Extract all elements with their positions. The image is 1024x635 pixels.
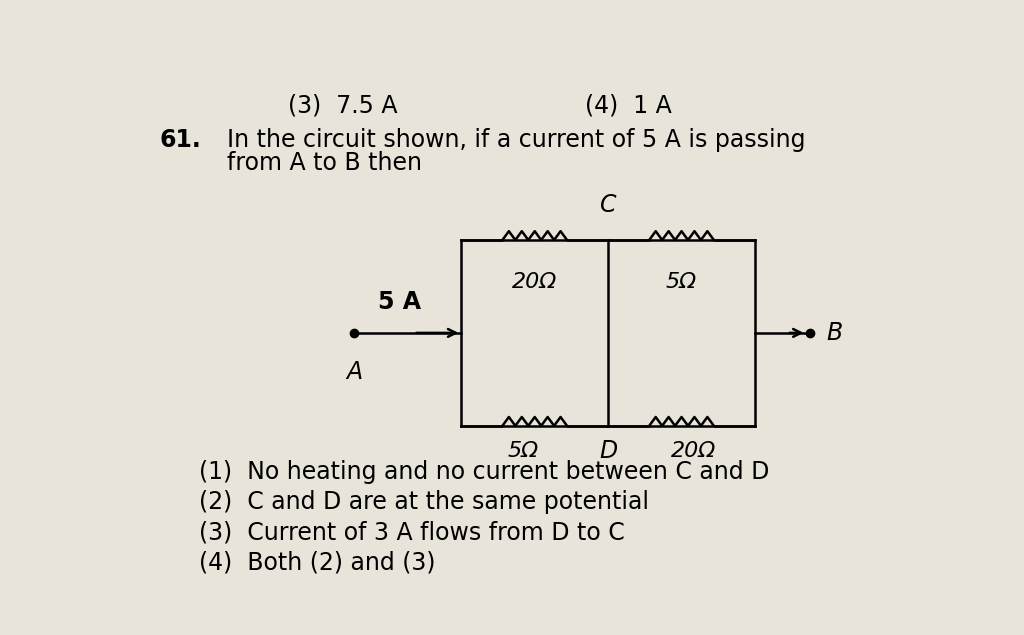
Text: 20Ω: 20Ω (671, 441, 716, 461)
Text: 5Ω: 5Ω (666, 272, 697, 291)
Text: 5Ω: 5Ω (507, 441, 539, 461)
Text: A: A (346, 360, 362, 384)
Text: B: B (826, 321, 843, 345)
Text: (2)  C and D are at the same potential: (2) C and D are at the same potential (200, 490, 649, 514)
Text: D: D (599, 439, 617, 463)
Text: (1)  No heating and no current between C and D: (1) No heating and no current between C … (200, 460, 770, 484)
Text: C: C (600, 192, 616, 217)
Text: 5 A: 5 A (378, 290, 421, 314)
Text: from A to B then: from A to B then (227, 150, 422, 175)
Text: (3)  Current of 3 A flows from D to C: (3) Current of 3 A flows from D to C (200, 521, 626, 545)
Text: 61.: 61. (160, 128, 202, 152)
Text: 20Ω: 20Ω (512, 272, 557, 291)
Text: In the circuit shown, if a current of 5 A is passing: In the circuit shown, if a current of 5 … (227, 128, 806, 152)
Text: (4)  1 A: (4) 1 A (585, 93, 672, 117)
Text: (4)  Both (2) and (3): (4) Both (2) and (3) (200, 551, 436, 575)
Text: (3)  7.5 A: (3) 7.5 A (288, 93, 397, 117)
